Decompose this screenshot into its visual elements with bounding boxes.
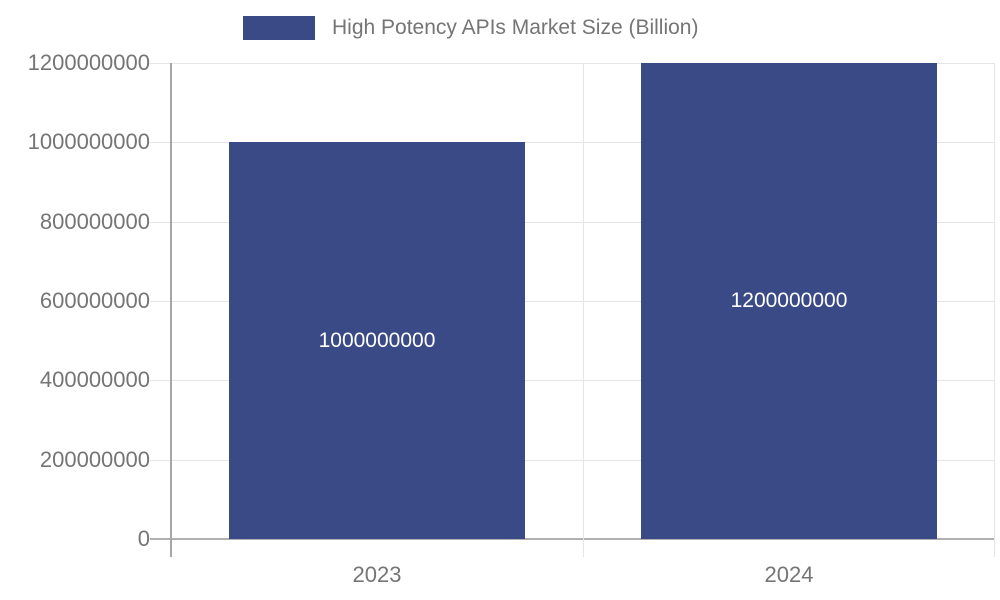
y-tick-label: 1200000000: [27, 50, 150, 75]
legend-swatch: [243, 16, 315, 40]
x-axis-line: [150, 538, 995, 540]
x-tick-label: 2023: [352, 562, 402, 587]
x-gridline: [583, 63, 584, 557]
y-tick-label: 400000000: [39, 367, 150, 393]
y-gridline: [150, 142, 995, 144]
bar-value-label: 1000000000: [318, 328, 436, 352]
x-gridline: [994, 63, 995, 557]
y-gridline: [150, 380, 995, 382]
bar-value-label: 1200000000: [730, 289, 848, 312]
y-tick-label: 800000000: [39, 208, 150, 234]
legend-item[interactable]: High Potency APIs Market Size (Billion): [243, 16, 698, 40]
y-tick-label: 200000000: [39, 446, 150, 472]
y-axis-line: [170, 63, 172, 557]
x-tick-label: 2024: [764, 562, 814, 587]
bar-2023[interactable]: 1000000000: [229, 142, 525, 539]
y-gridline: [150, 459, 995, 461]
y-gridline: [150, 221, 995, 223]
y-gridline: [150, 63, 995, 64]
y-gridline: [150, 301, 995, 302]
plot-area: 0 200000000 400000000 600000000 800000000 100…: [28, 50, 995, 587]
legend-label: High Potency APIs Market Size (Billion): [332, 16, 699, 39]
y-tick-label: 600000000: [39, 288, 150, 313]
y-tick-label: 1000000000: [27, 129, 150, 155]
bar-2024[interactable]: 1200000000: [641, 63, 937, 539]
y-tick-label: 0: [137, 526, 150, 551]
